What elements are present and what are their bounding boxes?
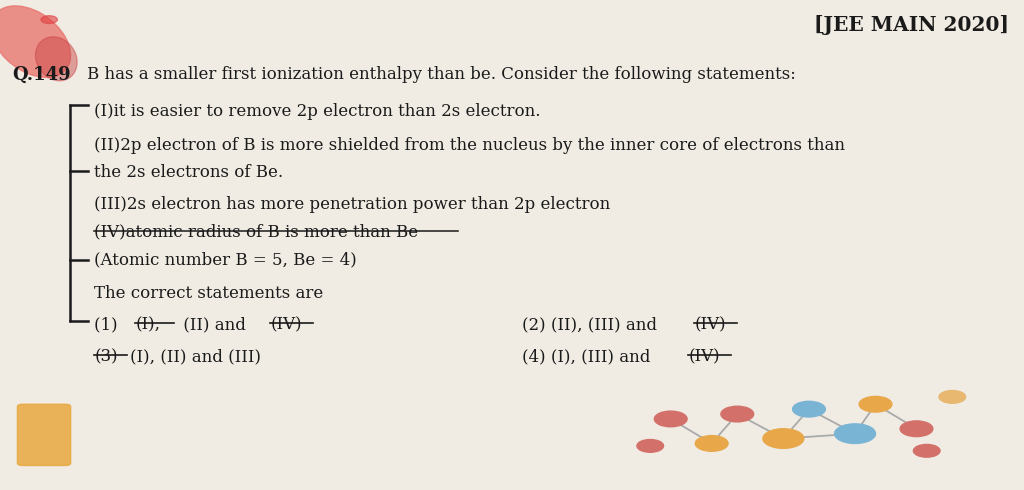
Text: (3): (3) [94,348,118,365]
Text: Q.149: Q.149 [12,66,71,84]
Text: B has a smaller first ionization enthalpy than be. Consider the following statem: B has a smaller first ionization enthalp… [87,66,796,83]
Circle shape [763,429,804,448]
Circle shape [637,440,664,452]
Text: (II)2p electron of B is more shielded from the nucleus by the inner core of elec: (II)2p electron of B is more shielded fr… [94,137,845,154]
Text: the 2s electrons of Be.: the 2s electrons of Be. [94,164,284,181]
Text: (II) and: (II) and [178,316,251,333]
FancyBboxPatch shape [17,404,71,466]
Circle shape [695,436,728,451]
Circle shape [654,411,687,427]
Text: (Atomic number B = 5, Be = 4): (Atomic number B = 5, Be = 4) [94,251,357,269]
Text: (2) (II), (III) and: (2) (II), (III) and [522,316,663,333]
Circle shape [939,391,966,403]
Circle shape [721,406,754,422]
Text: (IV): (IV) [270,316,302,333]
Ellipse shape [36,37,77,81]
Text: [JEE MAIN 2020]: [JEE MAIN 2020] [814,15,1009,35]
Text: (I), (II) and (III): (I), (II) and (III) [130,348,261,365]
Text: (IV)atomic radius of B is more than Be: (IV)atomic radius of B is more than Be [94,223,419,240]
Text: (III)2s electron has more penetration power than 2p electron: (III)2s electron has more penetration po… [94,196,610,213]
Circle shape [913,444,940,457]
Text: The correct statements are: The correct statements are [94,285,324,302]
Ellipse shape [0,6,71,77]
Text: (I)it is easier to remove 2p electron than 2s electron.: (I)it is easier to remove 2p electron th… [94,103,541,120]
Circle shape [859,396,892,412]
Text: (IV): (IV) [694,316,726,333]
Text: (1): (1) [94,316,123,333]
Text: (I),: (I), [135,316,160,333]
Circle shape [835,424,876,443]
Circle shape [41,16,57,24]
Text: (IV): (IV) [688,348,720,365]
Circle shape [900,421,933,437]
Circle shape [793,401,825,417]
Text: (4) (I), (III) and: (4) (I), (III) and [522,348,655,365]
